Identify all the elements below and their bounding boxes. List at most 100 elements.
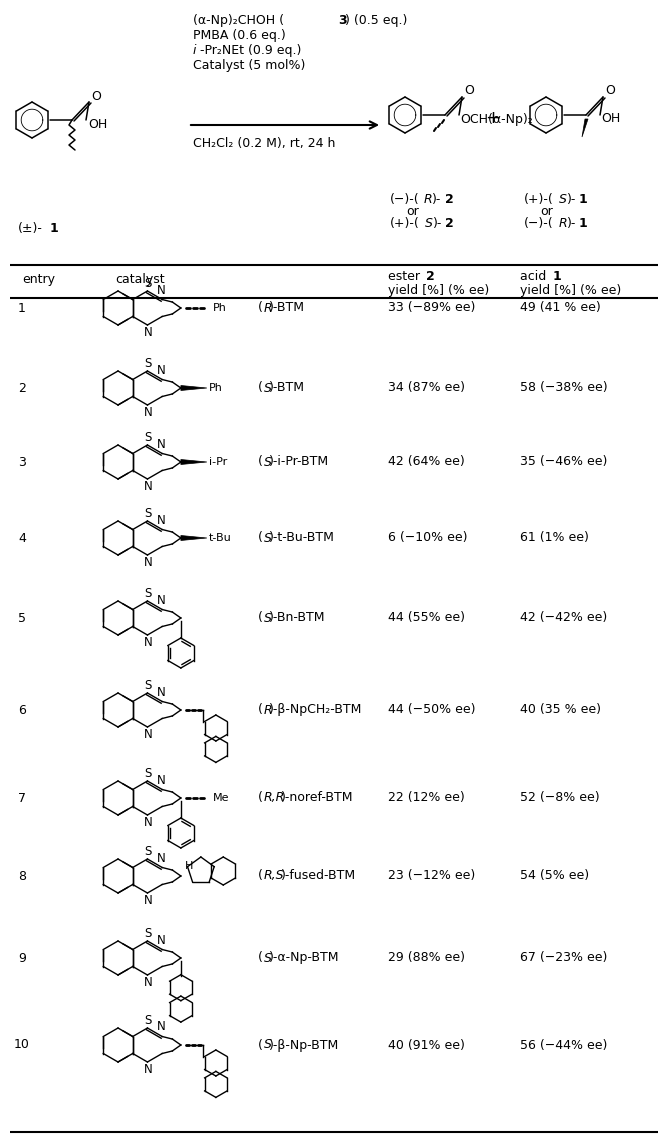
Text: H: H xyxy=(185,861,193,871)
Text: )-: )- xyxy=(567,217,576,230)
Text: +: + xyxy=(486,109,500,127)
Text: 8: 8 xyxy=(18,870,26,882)
Text: (−)-(: (−)-( xyxy=(524,217,554,230)
Text: PMBA (0.6 eq.): PMBA (0.6 eq.) xyxy=(193,28,286,42)
Text: ester: ester xyxy=(388,270,424,283)
Text: S: S xyxy=(263,382,271,394)
Text: catalyst: catalyst xyxy=(115,272,164,286)
Text: N: N xyxy=(157,513,166,527)
Text: OCH(α-Np)₂: OCH(α-Np)₂ xyxy=(460,113,533,125)
Polygon shape xyxy=(181,536,207,540)
Text: 2: 2 xyxy=(445,193,454,206)
Text: Catalyst (5 mol%): Catalyst (5 mol%) xyxy=(193,59,305,72)
Text: )-Bn-BTM: )-Bn-BTM xyxy=(269,611,326,625)
Text: N: N xyxy=(157,364,166,376)
Text: )-: )- xyxy=(432,193,442,206)
Text: N: N xyxy=(144,976,153,990)
Text: 40 (35 % ee): 40 (35 % ee) xyxy=(520,703,601,717)
Text: Me: Me xyxy=(213,793,229,803)
Text: 23 (−12% ee): 23 (−12% ee) xyxy=(388,870,475,882)
Text: 3: 3 xyxy=(338,14,347,27)
Text: N: N xyxy=(144,480,153,492)
Text: N: N xyxy=(144,636,153,649)
Text: 2: 2 xyxy=(18,382,26,394)
Text: S: S xyxy=(144,431,151,443)
Text: N: N xyxy=(157,284,166,296)
Text: 7: 7 xyxy=(18,791,26,805)
Text: 29 (88% ee): 29 (88% ee) xyxy=(388,952,465,964)
Text: N: N xyxy=(144,816,153,829)
Text: 1: 1 xyxy=(18,301,26,315)
Text: N: N xyxy=(157,852,166,864)
Text: 34 (87% ee): 34 (87% ee) xyxy=(388,382,465,394)
Text: 49 (41 % ee): 49 (41 % ee) xyxy=(520,301,601,315)
Text: 3: 3 xyxy=(18,456,26,469)
Text: -Pr₂NEt (0.9 eq.): -Pr₂NEt (0.9 eq.) xyxy=(200,44,301,57)
Text: (: ( xyxy=(258,531,263,545)
Text: OH: OH xyxy=(601,113,621,125)
Text: S: S xyxy=(559,193,567,206)
Text: (+)-(: (+)-( xyxy=(390,217,420,230)
Text: N: N xyxy=(157,438,166,450)
Text: N: N xyxy=(144,1062,153,1076)
Text: S: S xyxy=(144,507,151,520)
Text: Ph: Ph xyxy=(213,303,226,314)
Text: )-BTM: )-BTM xyxy=(269,301,305,315)
Text: )-noref-BTM: )-noref-BTM xyxy=(281,791,353,805)
Text: N: N xyxy=(157,774,166,787)
Text: 42 (−42% ee): 42 (−42% ee) xyxy=(520,611,607,625)
Text: )-i-Pr-BTM: )-i-Pr-BTM xyxy=(269,456,329,469)
Text: 1: 1 xyxy=(553,270,562,283)
Text: 10: 10 xyxy=(14,1039,30,1051)
Text: S: S xyxy=(263,456,271,469)
Text: (±)-: (±)- xyxy=(17,222,43,235)
Text: R: R xyxy=(263,703,272,717)
Text: 5: 5 xyxy=(18,611,26,625)
Text: R,S: R,S xyxy=(263,870,284,882)
Text: 22 (12% ee): 22 (12% ee) xyxy=(388,791,465,805)
Text: N: N xyxy=(157,685,166,699)
Text: )-: )- xyxy=(433,217,442,230)
Text: CH₂Cl₂ (0.2 M), rt, 24 h: CH₂Cl₂ (0.2 M), rt, 24 h xyxy=(193,137,335,150)
Text: S: S xyxy=(144,357,151,370)
Polygon shape xyxy=(181,385,207,391)
Text: N: N xyxy=(144,406,153,420)
Text: O: O xyxy=(91,90,101,103)
Text: 56 (−44% ee): 56 (−44% ee) xyxy=(520,1039,607,1051)
Text: Ph: Ph xyxy=(209,383,222,393)
Text: (: ( xyxy=(258,1039,263,1051)
Text: )-t-Bu-BTM: )-t-Bu-BTM xyxy=(269,531,335,545)
Text: 9: 9 xyxy=(18,952,26,964)
Text: or: or xyxy=(406,205,419,218)
Text: 42 (64% ee): 42 (64% ee) xyxy=(388,456,465,469)
Text: )-α-Np-BTM: )-α-Np-BTM xyxy=(269,952,340,964)
Text: 54 (5% ee): 54 (5% ee) xyxy=(520,870,589,882)
Text: 35 (−46% ee): 35 (−46% ee) xyxy=(520,456,607,469)
Text: (: ( xyxy=(258,456,263,469)
Text: (+)-(: (+)-( xyxy=(524,193,554,206)
Text: 1: 1 xyxy=(579,217,588,230)
Text: S: S xyxy=(425,217,433,230)
Text: N: N xyxy=(157,1020,166,1034)
Text: 67 (−23% ee): 67 (−23% ee) xyxy=(520,952,607,964)
Text: 2: 2 xyxy=(426,270,435,283)
Text: (: ( xyxy=(258,952,263,964)
Text: acid: acid xyxy=(520,270,550,283)
Text: R: R xyxy=(424,193,433,206)
Text: 4: 4 xyxy=(18,531,26,545)
Text: t-Bu: t-Bu xyxy=(209,534,232,543)
Text: (: ( xyxy=(258,870,263,882)
Text: R: R xyxy=(263,301,272,315)
Text: N: N xyxy=(157,934,166,946)
Text: 1: 1 xyxy=(50,222,59,235)
Text: 44 (55% ee): 44 (55% ee) xyxy=(388,611,465,625)
Text: )-BTM: )-BTM xyxy=(269,382,305,394)
Text: S: S xyxy=(263,611,271,625)
Text: 61 (1% ee): 61 (1% ee) xyxy=(520,531,589,545)
Text: yield [%] (% ee): yield [%] (% ee) xyxy=(388,284,489,298)
Text: entry: entry xyxy=(22,272,55,286)
Text: 52 (−8% ee): 52 (−8% ee) xyxy=(520,791,600,805)
Text: 58 (−38% ee): 58 (−38% ee) xyxy=(520,382,608,394)
Text: N: N xyxy=(144,894,153,907)
Text: 33 (−89% ee): 33 (−89% ee) xyxy=(388,301,476,315)
